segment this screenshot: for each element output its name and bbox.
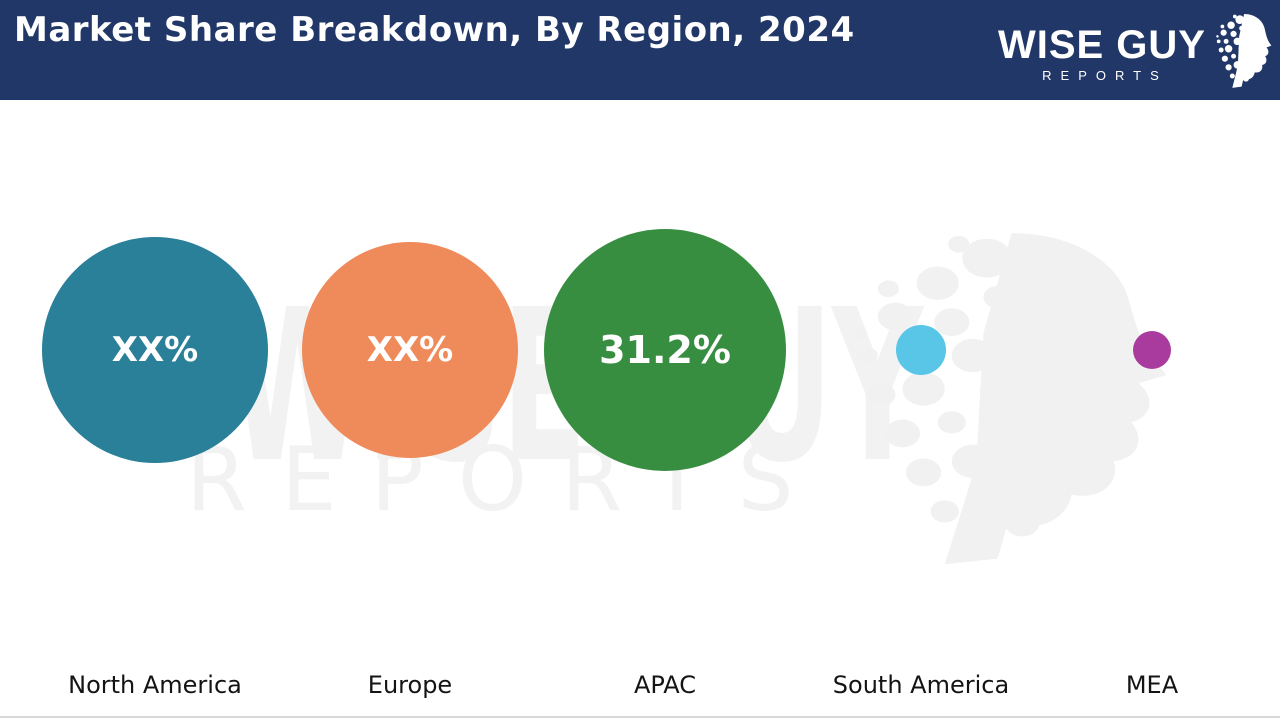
- page-title: Market Share Breakdown, By Region, 2024: [14, 10, 855, 50]
- bubble-apac: 31.2%: [544, 229, 786, 471]
- watermark-head-icon: [818, 222, 1170, 567]
- brand-logo: WISE GUY REPORTS: [998, 4, 1272, 96]
- header: Market Share Breakdown, By Region, 2024 …: [0, 0, 1280, 100]
- brand-subtitle: REPORTS: [1042, 67, 1168, 83]
- region-label-mea: MEA: [1125, 671, 1179, 699]
- region-label-south-america: South America: [832, 671, 1010, 699]
- brand-name: WISE GUY: [997, 22, 1206, 67]
- bubble-value-label: XX%: [366, 330, 454, 370]
- brand-head-icon: [1210, 6, 1272, 94]
- brand-logo-text: WISE GUY REPORTS: [998, 24, 1206, 83]
- bottom-divider: [0, 716, 1280, 718]
- region-label-europe: Europe: [367, 671, 453, 699]
- region-label-north-america: North America: [68, 671, 242, 699]
- bubble-europe: XX%: [302, 242, 518, 458]
- bubble-chart: WISE GUY REPORTS XX%North AmericaXX%Euro…: [0, 100, 1280, 720]
- bubble-south-america: [896, 325, 946, 375]
- region-label-apac: APAC: [633, 671, 697, 699]
- bubble-value-label: XX%: [111, 330, 199, 370]
- bubble-north-america: XX%: [42, 237, 268, 463]
- bubble-value-label: 31.2%: [599, 328, 731, 372]
- bubble-mea: [1133, 331, 1171, 369]
